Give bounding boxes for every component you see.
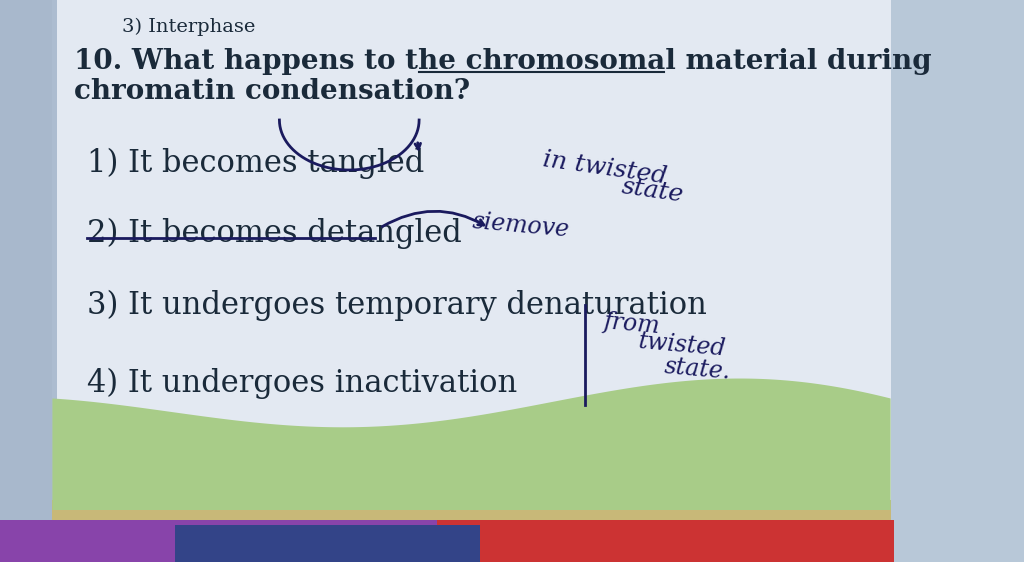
Text: 10. What happens to the chromosomal material during: 10. What happens to the chromosomal mate… bbox=[74, 48, 932, 75]
Text: 1) It becomes tangled: 1) It becomes tangled bbox=[87, 148, 425, 179]
Text: 4) It undergoes inactivation: 4) It undergoes inactivation bbox=[87, 368, 517, 399]
Polygon shape bbox=[52, 0, 891, 562]
Text: 3) It undergoes temporary denaturation: 3) It undergoes temporary denaturation bbox=[87, 290, 708, 321]
Text: in twisted: in twisted bbox=[542, 148, 669, 188]
Text: state: state bbox=[620, 175, 685, 206]
Text: chromatin condensation?: chromatin condensation? bbox=[74, 78, 470, 105]
Bar bbox=[175, 525, 480, 562]
Text: 2) It becomes detangled: 2) It becomes detangled bbox=[87, 218, 462, 249]
Bar bbox=[0, 520, 894, 562]
Text: 3) Interphase: 3) Interphase bbox=[122, 18, 256, 37]
Bar bbox=[436, 520, 894, 562]
Bar bbox=[52, 500, 891, 562]
Text: twisted: twisted bbox=[637, 330, 727, 361]
Polygon shape bbox=[52, 379, 891, 510]
Text: state.: state. bbox=[664, 355, 732, 384]
Text: from: from bbox=[602, 310, 660, 338]
Text: siemove: siemove bbox=[471, 210, 570, 242]
Polygon shape bbox=[0, 0, 56, 562]
